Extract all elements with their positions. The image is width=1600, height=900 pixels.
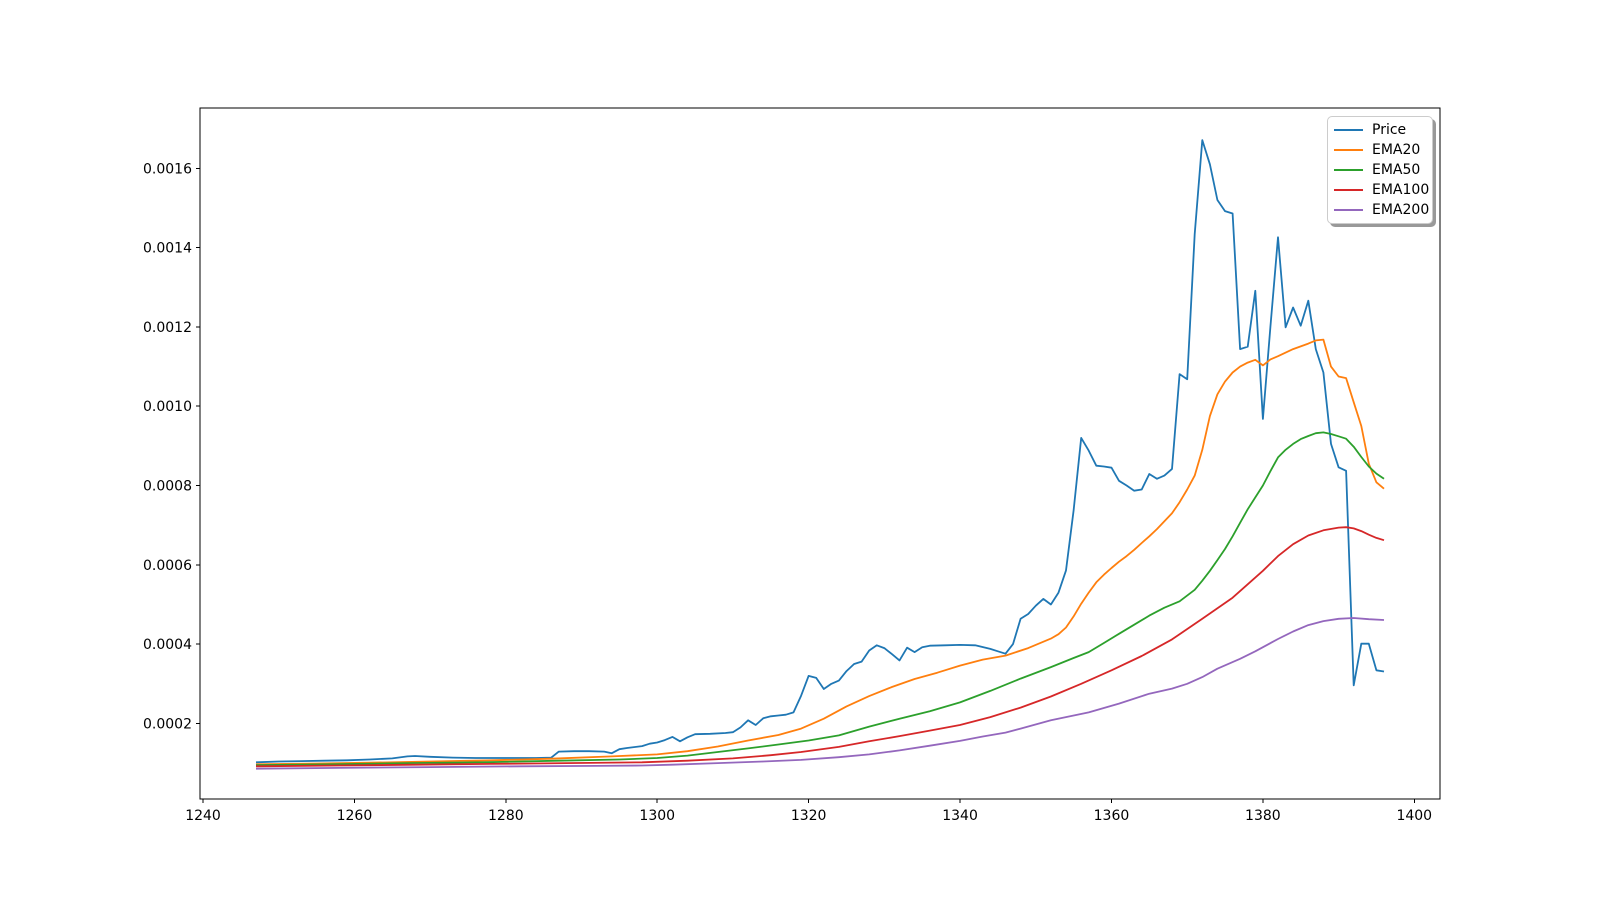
ema200-line-swatch xyxy=(1334,209,1363,211)
x-tick-label: 1340 xyxy=(942,808,978,824)
series-line-ema100 xyxy=(255,526,1385,768)
series-line-ema200 xyxy=(255,617,1385,770)
y-tick-label: 0.0016 xyxy=(143,161,192,177)
y-tick-label: 0.0014 xyxy=(143,241,192,257)
legend-label-ema200: EMA200 xyxy=(1372,202,1430,218)
ema50-line-swatch xyxy=(1334,169,1363,171)
legend-item-ema200: EMA200 xyxy=(1334,200,1432,220)
legend-item-ema20: EMA20 xyxy=(1334,140,1432,160)
x-tick-label: 1380 xyxy=(1245,808,1281,824)
series-line-ema20 xyxy=(255,338,1385,766)
x-tick-label: 1240 xyxy=(185,808,221,824)
legend-box: Price EMA20 EMA50 EMA100 EMA200 xyxy=(1327,116,1433,224)
x-tick-label: 1300 xyxy=(639,808,675,824)
legend-item-price: Price xyxy=(1334,120,1432,140)
x-tick-label: 1360 xyxy=(1094,808,1130,824)
y-tick-label: 0.0006 xyxy=(143,558,192,574)
ema20-line-swatch xyxy=(1334,149,1363,151)
y-tick-label: 0.0008 xyxy=(143,479,192,495)
price-line-swatch xyxy=(1334,129,1363,131)
legend-item-ema100: EMA100 xyxy=(1334,180,1432,200)
y-tick-label: 0.0002 xyxy=(143,716,192,732)
x-tick-label: 1260 xyxy=(337,808,373,824)
ema100-line-swatch xyxy=(1334,189,1363,191)
legend-label-price: Price xyxy=(1372,122,1407,138)
series-line-price xyxy=(255,139,1385,764)
x-tick-label: 1320 xyxy=(791,808,827,824)
series-line-ema50 xyxy=(255,431,1385,766)
legend-label-ema100: EMA100 xyxy=(1372,182,1430,198)
legend-item-ema50: EMA50 xyxy=(1334,160,1432,180)
y-tick-label: 0.0010 xyxy=(143,399,192,415)
axes-frame xyxy=(199,107,1441,800)
y-tick-label: 0.0004 xyxy=(143,637,192,653)
y-tick-label: 0.0012 xyxy=(143,320,192,336)
legend-label-ema20: EMA20 xyxy=(1372,142,1421,158)
x-tick-label: 1400 xyxy=(1396,808,1432,824)
legend-label-ema50: EMA50 xyxy=(1372,162,1421,178)
x-tick-label: 1280 xyxy=(488,808,524,824)
